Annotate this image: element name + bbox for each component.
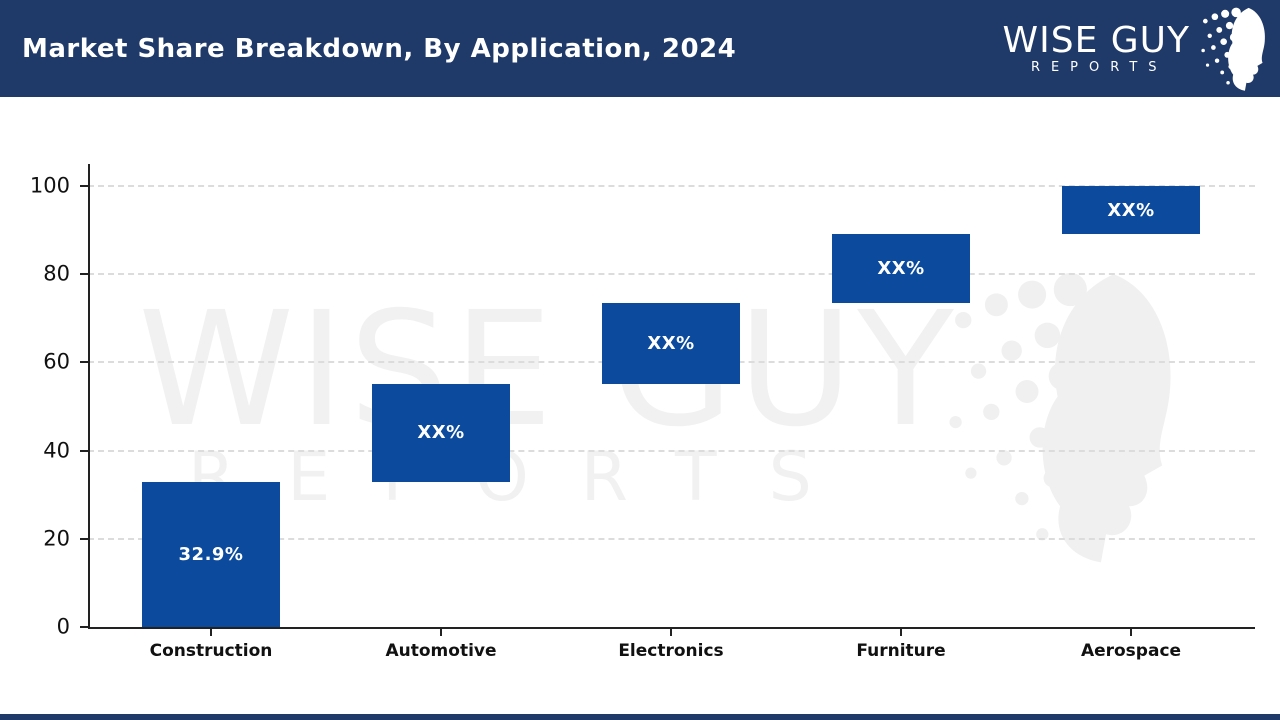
wise-guy-logo: WISE GUY REPORTS [1003, 5, 1271, 93]
y-tick-label: 40 [43, 438, 70, 463]
bar-value-label: XX% [1107, 199, 1155, 221]
y-tick-mark [80, 361, 88, 364]
x-axis: Construction Automotive Electronics Furnitu… [88, 627, 1255, 687]
bar-furniture: XX% [832, 234, 970, 303]
gridline-20 [88, 537, 1255, 540]
watermark-face-icon [949, 272, 1171, 563]
bar-construction: 32.9% [142, 481, 280, 627]
logo-wordmark: WISE GUY [1002, 19, 1190, 61]
y-tick-label: 100 [29, 173, 70, 198]
x-tick-mark [670, 629, 672, 636]
x-axis-line [88, 627, 1255, 629]
header-bar: Market Share Breakdown, By Application, … [0, 0, 1280, 97]
y-tick-label: 0 [56, 614, 70, 639]
x-tick-label-electronics: Electronics [618, 641, 724, 661]
y-tick-mark [80, 626, 88, 628]
y-tick-mark [80, 185, 88, 187]
x-tick-label-automotive: Automotive [385, 641, 497, 661]
y-tick-label: 60 [43, 349, 70, 374]
bar-value-label: 32.9% [178, 543, 244, 565]
y-tick-label: 80 [43, 261, 70, 286]
footer-bar [0, 714, 1280, 720]
bar-aerospace: XX% [1062, 186, 1200, 235]
x-tick-label-furniture: Furniture [856, 641, 946, 661]
y-axis: 0 20 40 60 80 100 [0, 174, 88, 639]
bar-value-label: XX% [877, 257, 925, 279]
y-tick-mark [80, 273, 88, 276]
watermark-wordmark: WISE GUY [138, 278, 958, 462]
y-tick-mark [80, 449, 88, 452]
bar-value-label: XX% [417, 422, 465, 444]
x-tick-label-construction: Construction [149, 641, 273, 661]
logo-text: WISE GUY REPORTS [1002, 19, 1191, 76]
x-tick-mark [440, 629, 442, 636]
x-tick-mark [900, 629, 902, 636]
y-tick-label: 20 [43, 526, 70, 551]
x-tick-mark [1130, 629, 1132, 636]
plot-area: 32.9% XX% XX% XX% XX% [88, 185, 1255, 627]
bar-electronics: XX% [602, 302, 740, 384]
bar-value-label: XX% [647, 332, 695, 354]
face-profile-icon [1201, 7, 1265, 91]
logo-subtitle: REPORTS [1030, 60, 1168, 76]
x-tick-mark [210, 629, 212, 636]
x-tick-label-aerospace: Aerospace [1080, 641, 1182, 661]
y-tick-mark [80, 537, 88, 540]
gridline-100 [88, 185, 1255, 187]
bar-automotive: XX% [372, 384, 510, 482]
y-axis-line [88, 164, 90, 627]
gridline-40 [88, 449, 1255, 452]
gridline-80 [88, 273, 1255, 276]
page-title: Market Share Breakdown, By Application, … [22, 33, 737, 64]
